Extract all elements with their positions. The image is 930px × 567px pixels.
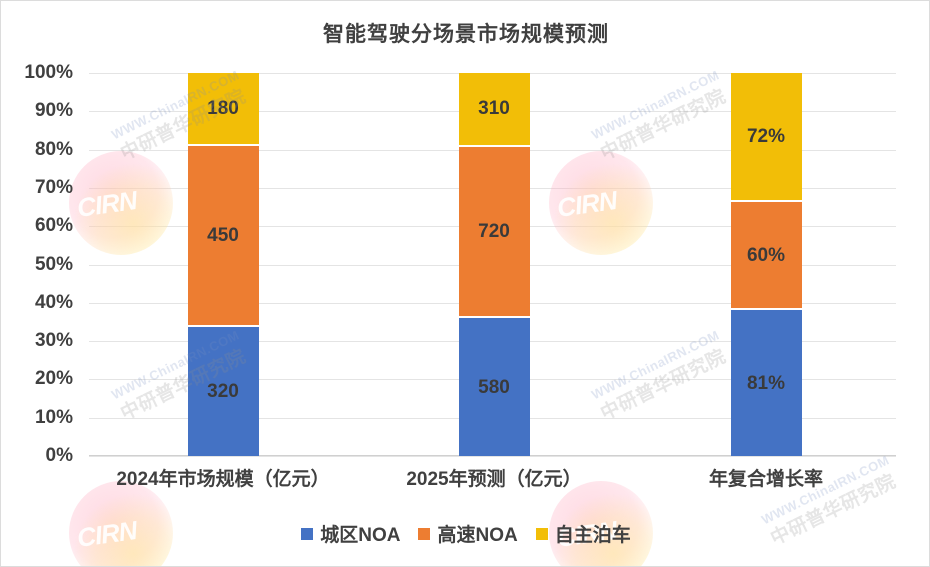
bar-group[interactable]: 580 720 310 bbox=[458, 73, 530, 456]
bar-segment-label: 180 bbox=[207, 97, 239, 119]
y-axis-tick-label: 70% bbox=[34, 176, 73, 198]
bar-segment-label: 450 bbox=[207, 224, 239, 246]
bar-group[interactable]: 81% 60% 72% bbox=[730, 73, 802, 456]
legend-swatch-icon bbox=[301, 527, 314, 540]
y-axis-tick-label: 40% bbox=[34, 291, 73, 313]
y-axis-tick-label: 100% bbox=[24, 62, 73, 83]
bar-segment-label: 310 bbox=[478, 98, 510, 120]
bar-segment[interactable]: 81% bbox=[730, 310, 802, 456]
bar-segment[interactable]: 72% bbox=[730, 73, 802, 203]
y-axis-tick-label: 50% bbox=[34, 253, 73, 275]
bar-segment[interactable]: 580 bbox=[458, 318, 530, 456]
bar-segment[interactable]: 450 bbox=[187, 145, 259, 327]
legend-item-2[interactable]: 高速NOA bbox=[418, 520, 518, 547]
bar-segment-label: 72% bbox=[746, 126, 786, 148]
bar-segment[interactable]: 60% bbox=[730, 202, 802, 311]
legend-swatch-icon bbox=[418, 527, 431, 540]
bar-segment[interactable]: 180 bbox=[187, 73, 259, 146]
y-axis-tick-label: 90% bbox=[34, 100, 73, 122]
y-axis-tick-label: 30% bbox=[34, 330, 73, 352]
bar-segment-label: 81% bbox=[746, 372, 786, 394]
y-axis-tick-label: 10% bbox=[34, 406, 73, 428]
bar-group[interactable]: 320 450 180 bbox=[187, 73, 259, 456]
legend-label: 城区NOA bbox=[320, 525, 401, 546]
x-axis-tick-label: 2025年预测（亿元） bbox=[406, 469, 582, 490]
bar-segment-label: 580 bbox=[478, 376, 510, 398]
legend-label: 自主泊车 bbox=[554, 525, 631, 546]
bar-segment-label: 320 bbox=[207, 381, 239, 402]
bar-segment-label: 720 bbox=[478, 220, 510, 242]
bar-segment[interactable]: 310 bbox=[458, 73, 530, 147]
y-axis: 100% 90% 80% 70% 60% 50% 40% 30% 20% 10% 0% bbox=[1, 62, 81, 466]
x-axis-tick-label: 年复合增长率 bbox=[708, 469, 824, 490]
x-axis: 2024年市场规模（亿元） 2025年预测（亿元） 年复合增长率 bbox=[89, 464, 896, 498]
chart-legend: 城区NOA 高速NOA 自主泊车 bbox=[1, 520, 929, 547]
plot-area: 320 450 180 580 720 310 81% 60% 72% bbox=[89, 73, 896, 457]
bar-segment-label: 60% bbox=[746, 244, 786, 266]
legend-swatch-icon bbox=[535, 527, 548, 540]
y-axis-tick-label: 20% bbox=[34, 368, 73, 390]
y-axis-tick-label: 80% bbox=[34, 138, 73, 160]
y-axis-tick-label: 0% bbox=[45, 445, 73, 466]
chart-title: 智能驾驶分场景市场规模预测 bbox=[323, 23, 609, 46]
y-axis-tick-label: 60% bbox=[34, 215, 73, 237]
legend-label: 高速NOA bbox=[437, 525, 518, 546]
x-axis-tick-label: 2024年市场规模（亿元） bbox=[116, 469, 330, 490]
bar-segment[interactable]: 720 bbox=[458, 146, 530, 319]
legend-item-3[interactable]: 自主泊车 bbox=[535, 520, 631, 547]
legend-item-1[interactable]: 城区NOA bbox=[301, 520, 400, 547]
bar-segment[interactable]: 320 bbox=[187, 327, 259, 456]
gridline bbox=[89, 456, 896, 457]
